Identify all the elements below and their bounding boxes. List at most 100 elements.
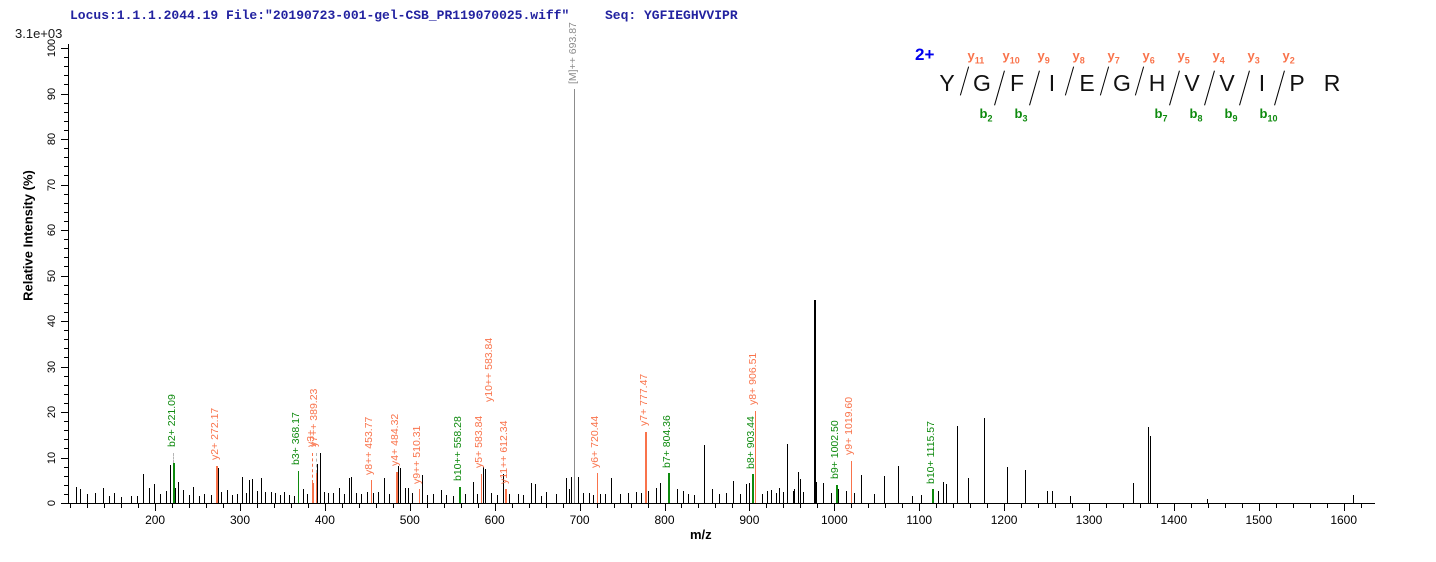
y-axis-tick bbox=[64, 466, 68, 468]
y-ion-label: y7 bbox=[1107, 48, 1120, 66]
peak-line bbox=[566, 478, 568, 503]
x-axis-tick bbox=[732, 504, 734, 508]
x-tick-label: 600 bbox=[484, 513, 505, 527]
peak-line bbox=[1147, 427, 1149, 503]
peak-line bbox=[920, 494, 922, 503]
y-axis-tick bbox=[61, 321, 68, 322]
x-axis-tick bbox=[443, 504, 445, 508]
label-leader-line bbox=[315, 452, 317, 473]
x-axis-tick bbox=[87, 504, 89, 508]
x-axis-tick bbox=[1038, 504, 1040, 508]
y-ion-peak-label: y10++ 583.84 bbox=[482, 337, 495, 402]
x-axis-tick bbox=[1292, 504, 1294, 508]
y-tick-label: 70 bbox=[46, 178, 58, 191]
y-axis-tick bbox=[64, 293, 68, 295]
peak-line bbox=[356, 493, 358, 503]
peak-line bbox=[339, 487, 341, 503]
peak-line bbox=[546, 492, 548, 503]
peak-line bbox=[373, 493, 375, 503]
x-axis-tick bbox=[664, 504, 666, 511]
x-axis-tick bbox=[138, 504, 140, 508]
x-axis-tick bbox=[409, 504, 411, 511]
b-ion-peak-label: b10+ 1115.57 bbox=[924, 420, 937, 484]
x-axis-tick bbox=[919, 504, 921, 511]
y-tick-label: 90 bbox=[46, 87, 58, 100]
x-axis-tick bbox=[766, 504, 768, 508]
peak-line bbox=[782, 492, 784, 503]
peak-line bbox=[740, 493, 742, 503]
x-axis-tick bbox=[375, 504, 377, 508]
y-axis-tick bbox=[64, 157, 68, 159]
peak-line bbox=[694, 494, 696, 503]
y-ion-label: y9 bbox=[1037, 48, 1050, 66]
x-axis-tick bbox=[630, 504, 632, 508]
peak-line bbox=[432, 493, 434, 503]
peak-line bbox=[482, 466, 484, 503]
y-axis-tick bbox=[61, 184, 68, 186]
precursor-charge-label: 2+ bbox=[915, 45, 935, 64]
b-ion-peak-line bbox=[297, 471, 300, 503]
residue-letter: I bbox=[1048, 70, 1056, 96]
peak-line bbox=[611, 477, 612, 503]
peak-line bbox=[94, 492, 96, 503]
x-axis-tick bbox=[392, 504, 394, 508]
y-ion-peak-line bbox=[418, 489, 421, 503]
x-tick-label: 300 bbox=[229, 513, 251, 527]
y-tick-label: 80 bbox=[46, 132, 58, 146]
x-axis-tick bbox=[1055, 504, 1057, 508]
b-ion-peak-line bbox=[668, 473, 670, 503]
x-axis-tick bbox=[477, 504, 479, 508]
peak-line bbox=[328, 492, 330, 503]
peak-line bbox=[441, 490, 443, 503]
peak-line bbox=[79, 489, 81, 503]
peak-line bbox=[279, 494, 281, 503]
peak-line bbox=[491, 493, 493, 503]
y-ion-peak-label: y2+ 272.17 bbox=[208, 407, 221, 460]
peak-line bbox=[237, 494, 239, 503]
x-axis-tick bbox=[681, 504, 683, 508]
peak-line bbox=[221, 492, 223, 503]
peak-line bbox=[399, 468, 401, 503]
peak-line bbox=[189, 494, 191, 503]
y-ion-peak-line bbox=[596, 473, 599, 503]
peak-line bbox=[227, 490, 229, 503]
x-axis-tick bbox=[1072, 504, 1074, 508]
y-ion-peak-label: y6+ 720.44 bbox=[589, 415, 602, 468]
peak-line bbox=[241, 476, 243, 503]
peak-line bbox=[1207, 499, 1208, 503]
peak-line bbox=[762, 493, 764, 503]
x-axis-tick bbox=[1258, 504, 1260, 511]
y-axis-tick bbox=[61, 93, 68, 95]
y-ion-peak-line bbox=[645, 432, 647, 503]
peak-line bbox=[823, 482, 825, 503]
peak-line bbox=[813, 300, 816, 503]
peak-line bbox=[183, 490, 185, 503]
peak-line bbox=[76, 487, 78, 503]
peak-line bbox=[767, 491, 769, 503]
residue-letter: I bbox=[1258, 70, 1266, 96]
y-axis-tick bbox=[64, 102, 68, 104]
peak-line bbox=[361, 493, 363, 503]
peak-line bbox=[605, 493, 607, 503]
x-axis-tick bbox=[494, 504, 496, 511]
b-ion-label: b3 bbox=[1014, 106, 1028, 124]
x-axis-tick bbox=[1343, 504, 1345, 511]
y-tick-label: 50 bbox=[46, 269, 58, 282]
peak-line bbox=[937, 491, 939, 503]
x-axis-tick bbox=[817, 504, 819, 508]
residue-letter: G bbox=[1113, 70, 1131, 96]
peak-line bbox=[593, 494, 595, 503]
y-axis-tick bbox=[64, 430, 68, 432]
y-ion-peak-line bbox=[505, 489, 507, 503]
x-tick-label: 900 bbox=[739, 513, 760, 527]
peak-line bbox=[497, 494, 499, 503]
residue-letter: R bbox=[1323, 70, 1341, 96]
peak-line bbox=[143, 473, 145, 503]
y-ion-label: y2 bbox=[1282, 48, 1295, 66]
x-axis-tick bbox=[783, 504, 785, 508]
y-axis-tick bbox=[64, 84, 68, 86]
b-ion-label: b7 bbox=[1154, 106, 1168, 124]
b-ion-peak-label: b9+ 1002.50 bbox=[828, 420, 841, 480]
peak-line bbox=[484, 469, 486, 503]
